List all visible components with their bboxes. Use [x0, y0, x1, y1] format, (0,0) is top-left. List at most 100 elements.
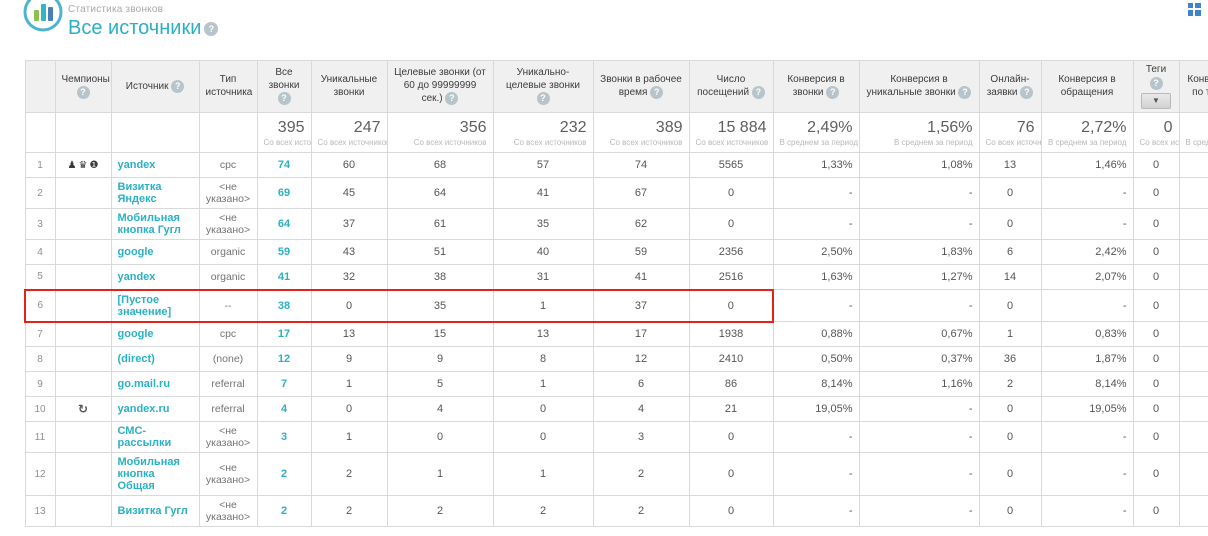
column-header-target_calls[interactable]: Целевые звонки (от 60 до 99999999 сек.) …: [386, 59, 494, 114]
summary-value: 232: [559, 118, 587, 136]
column-header-tags[interactable]: Теги ? ▼: [1132, 59, 1180, 114]
help-icon[interactable]: ?: [826, 86, 840, 99]
source-link[interactable]: google: [117, 328, 154, 341]
help-icon[interactable]: ?: [1149, 76, 1163, 90]
column-header-online_leads[interactable]: Онлайн-заявки ?: [978, 59, 1042, 114]
cell-worktime_calls: 37: [592, 288, 690, 323]
cell-conv_requests: 1,87%: [1040, 346, 1134, 373]
summary-value: 1,56%: [927, 118, 973, 136]
apps-grid-icon[interactable]: [1186, 3, 1202, 19]
column-label: Конверсия в уникальные звонки: [866, 73, 956, 99]
summary-value: 2,72%: [1081, 118, 1127, 136]
cell-conv_unique_calls: 1,16%: [858, 371, 980, 398]
cell-conv_requests: 19,05%: [1040, 396, 1134, 423]
help-icon[interactable]: ?: [650, 86, 664, 99]
tags-filter-dropdown[interactable]: ▼: [1141, 93, 1171, 110]
cell-unique_target_calls: 8: [492, 346, 594, 373]
column-header-num[interactable]: [24, 59, 56, 114]
table-row: 12 Мобильная кнопка Общая <не указано> 2 2 1 1…: [24, 452, 1208, 497]
summary-value: 395: [277, 118, 305, 136]
cell-all_calls: 41: [256, 264, 312, 291]
help-icon[interactable]: ?: [76, 86, 90, 99]
help-icon[interactable]: ?: [958, 86, 972, 99]
cell-champions: ↻: [54, 396, 112, 423]
column-header-conv_calls[interactable]: Конверсия в звонки ?: [772, 59, 860, 114]
cell-all_calls: 38: [256, 288, 312, 323]
cell-worktime_calls: 12: [592, 346, 690, 373]
cell-tags: 0: [1132, 208, 1180, 241]
cell-worktime_calls: 2: [592, 452, 690, 497]
help-icon[interactable]: ?: [171, 79, 185, 93]
source-link[interactable]: Мобильная кнопка Общая: [117, 456, 180, 493]
table-row: 4 google organic 59 43 51 40 59 2356 2,50% 1,83% 6 2…: [24, 239, 1208, 266]
source-link[interactable]: yandex.ru: [117, 403, 170, 416]
table-row: 5 yandex organic 41 32 38 31 41 2516 1,63% 1,27% 14…: [24, 264, 1208, 291]
column-header-source[interactable]: Источник ?: [110, 59, 200, 114]
column-label: Тип источника: [205, 74, 253, 98]
source-link[interactable]: yandex: [117, 159, 156, 172]
column-label: Конверсия по тегам: [1187, 74, 1208, 98]
column-label: Все звонки: [268, 67, 300, 91]
cell-unique_calls: 1: [310, 421, 388, 454]
help-icon[interactable]: ?: [277, 92, 291, 106]
cell-target_calls: 68: [386, 152, 494, 179]
column-header-all_calls[interactable]: Все звонки ?: [256, 59, 312, 114]
cell-champions: [54, 208, 112, 241]
column-header-type[interactable]: Тип источника: [198, 59, 258, 114]
source-link[interactable]: СМС-рассылки: [117, 425, 172, 450]
column-header-conv_tags[interactable]: Конверсия по тегам: [1178, 59, 1208, 114]
cell-conv_requests: 2,07%: [1040, 264, 1134, 291]
cell-source: Мобильная кнопка Общая: [110, 452, 200, 497]
column-label: Целевые звонки (от 60 до 99999999 сек.): [394, 67, 486, 105]
column-header-unique_calls[interactable]: Уникальные звонки: [310, 59, 388, 114]
title-help-icon[interactable]: ?: [204, 21, 219, 36]
cell-worktime_calls: 6: [592, 371, 690, 398]
cell-target_calls: 15: [386, 321, 494, 348]
cell-conv_unique_calls: 0,37%: [858, 346, 980, 373]
column-header-conv_requests[interactable]: Конверсия в обращения: [1040, 59, 1134, 114]
cell-champions: [54, 421, 112, 454]
column-header-unique_target_calls[interactable]: Уникально-целевые звонки ?: [492, 59, 594, 114]
help-icon[interactable]: ?: [536, 92, 550, 106]
cell-all_calls: 74: [256, 152, 312, 179]
cell-unique_target_calls: 1: [492, 371, 594, 398]
summary-value: 247: [353, 118, 381, 136]
cell-target_calls: 4: [386, 396, 494, 423]
cell-unique_target_calls: 57: [492, 152, 594, 179]
column-header-conv_unique_calls[interactable]: Конверсия в уникальные звонки ?: [858, 59, 980, 114]
cell-num: 8: [24, 346, 56, 373]
cell-visits: 2410: [688, 346, 774, 373]
cell-source: [Пустое значение]: [110, 288, 200, 323]
cell-unique_target_calls: 0: [492, 421, 594, 454]
cell-conv_tags: -: [1178, 421, 1208, 454]
source-link[interactable]: Визитка Гугл: [117, 505, 188, 518]
cell-target_calls: 64: [386, 177, 494, 210]
source-link[interactable]: google: [117, 246, 154, 259]
cell-num: 10: [24, 396, 56, 423]
summary-sublabel: Со всех источников: [513, 137, 587, 147]
cell-tags: 0: [1132, 152, 1180, 179]
source-link[interactable]: Визитка Яндекс: [117, 181, 162, 206]
cell-type: cpc: [198, 152, 258, 179]
source-link[interactable]: [Пустое значение]: [117, 293, 172, 318]
help-icon[interactable]: ?: [445, 92, 459, 106]
sources-report-table: Чемпионы ? Источник ? Тип источника Все зво…: [24, 59, 1208, 528]
cell-target_calls: 2: [386, 495, 494, 528]
column-header-champions[interactable]: Чемпионы ?: [54, 59, 112, 114]
cell-champions: [54, 239, 112, 266]
source-link[interactable]: (direct): [117, 353, 155, 366]
cell-num: 12: [24, 452, 56, 497]
source-link[interactable]: Мобильная кнопка Гугл: [117, 212, 181, 237]
cell-worktime_calls: 59: [592, 239, 690, 266]
cell-visits: 1938: [688, 321, 774, 348]
table-row: 8 (direct) (none) 12 9 9 8 12 2410 0,50% 0,37% 36 1,…: [24, 346, 1208, 373]
column-header-visits[interactable]: Число посещений ?: [688, 59, 774, 114]
cell-target_calls: 35: [386, 288, 494, 323]
table-row: 10 ↻ yandex.ru referral 4 0 4 0 4 21 19,05% -0 19,05…: [24, 396, 1208, 423]
help-icon[interactable]: ?: [1020, 86, 1034, 99]
cell-type: (none): [198, 346, 258, 373]
source-link[interactable]: go.mail.ru: [117, 378, 171, 391]
source-link[interactable]: yandex: [117, 270, 156, 283]
help-icon[interactable]: ?: [751, 86, 765, 99]
column-header-worktime_calls[interactable]: Звонки в рабочее время ?: [592, 59, 690, 114]
